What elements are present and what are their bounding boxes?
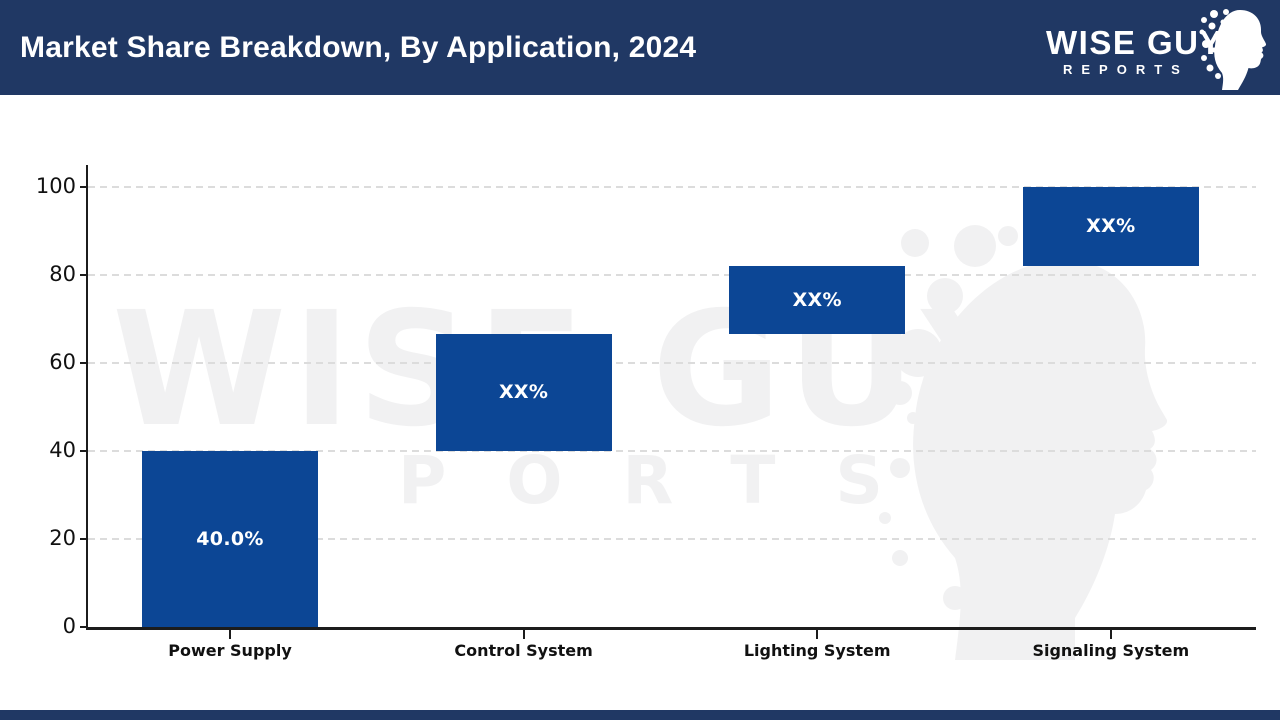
y-axis-tick — [80, 186, 88, 188]
y-axis-tick-label: 100 — [35, 174, 76, 198]
y-axis-tick — [80, 538, 88, 540]
gridline — [88, 186, 1256, 188]
gridline — [88, 450, 1256, 452]
y-axis-line — [86, 165, 88, 630]
x-axis-tick — [522, 630, 525, 639]
logo-head-icon — [1199, 9, 1267, 90]
x-axis-line — [86, 627, 1256, 630]
category-label: Control System — [454, 641, 593, 660]
y-axis-tick-label: 60 — [49, 350, 76, 374]
bar-lighting-system: XX% — [729, 265, 906, 334]
watermark-subtext: PORTS — [398, 442, 943, 519]
bar-value-label: XX% — [792, 288, 842, 311]
watermark-head-icon — [872, 225, 1168, 660]
y-axis-tick — [80, 362, 88, 364]
waterfall-chart: 0 20 40 60 80 100 40.0% Power Supply XX% Control … — [0, 95, 1280, 710]
x-axis-tick — [1109, 630, 1112, 639]
header-bar: Market Share Breakdown, By Application, … — [0, 0, 1280, 95]
category-label: Signaling System — [1032, 641, 1190, 660]
category-label: Lighting System — [743, 641, 891, 660]
bar-signaling-system: XX% — [1022, 187, 1199, 266]
bar-value-label: 40.0% — [196, 528, 264, 550]
page-title: Market Share Breakdown, By Application, … — [20, 31, 697, 64]
x-axis-tick — [229, 630, 231, 639]
y-axis-tick-label: 80 — [49, 262, 76, 286]
bar-value-label: XX% — [1086, 215, 1136, 238]
bar-control-system: XX% — [435, 333, 612, 451]
logo-wordmark: WISE GUY — [1046, 24, 1224, 61]
logo-subtext: REPORTS — [1063, 62, 1189, 77]
bar-value-label: XX% — [498, 381, 549, 404]
gridline — [88, 362, 1256, 364]
gridline — [88, 274, 1256, 276]
gridline — [88, 538, 1256, 540]
wise-guy-logo: WISE GUY REPORTS — [1018, 6, 1268, 90]
y-axis-tick — [80, 626, 88, 628]
bar-power-supply: 40.0% — [142, 451, 318, 627]
y-axis-tick-label: 0 — [62, 614, 76, 638]
y-axis-tick — [80, 450, 88, 452]
y-axis-tick-label: 40 — [49, 438, 76, 462]
x-axis-tick — [816, 630, 819, 639]
y-axis-tick-label: 20 — [49, 526, 76, 550]
category-label: Power Supply — [168, 641, 292, 660]
y-axis-tick — [80, 274, 88, 276]
footer-bar — [0, 710, 1280, 720]
